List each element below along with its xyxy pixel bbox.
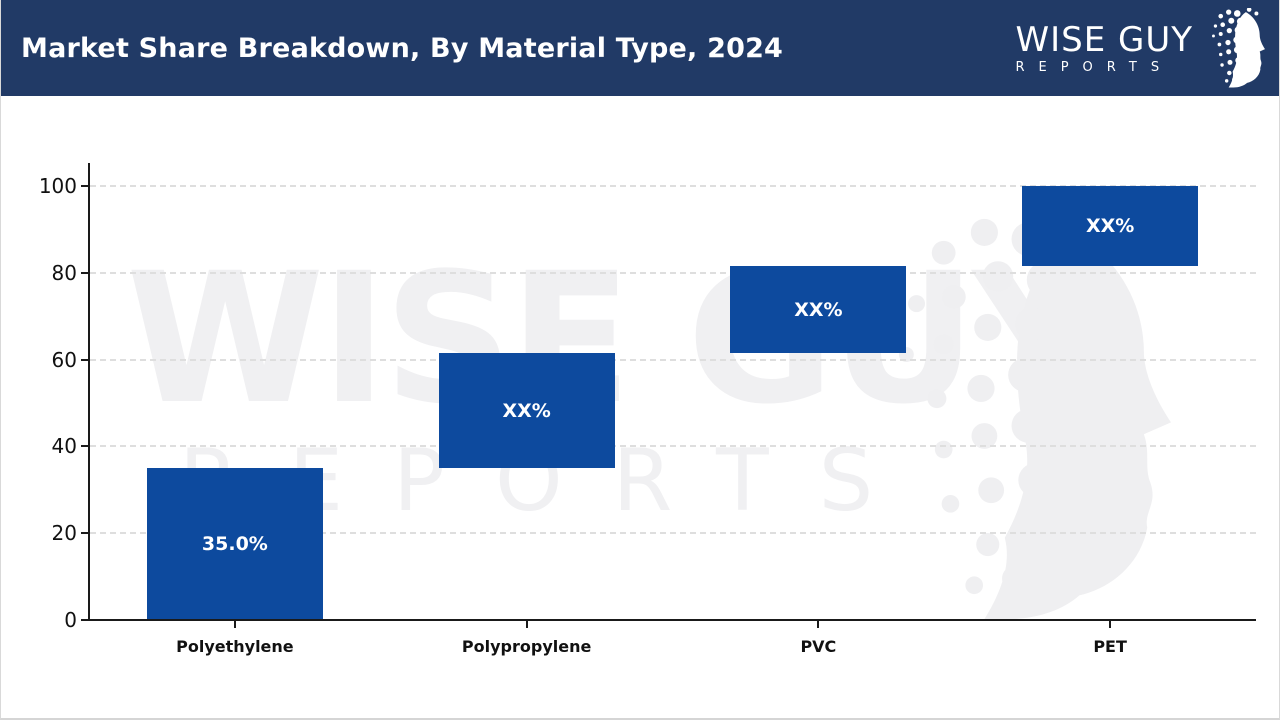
x-tick-label-polyethylene: Polyethylene bbox=[176, 637, 294, 656]
bar-pvc: XX% bbox=[730, 266, 907, 354]
y-axis-line bbox=[88, 163, 90, 621]
x-tick-mark-pvc bbox=[817, 621, 820, 628]
bar-polypropylene: XX% bbox=[438, 353, 615, 469]
x-tick-mark-polypropylene bbox=[525, 621, 528, 628]
gridline-40 bbox=[90, 445, 1256, 448]
y-tick-label-20: 20 bbox=[51, 521, 77, 546]
bar-value-label: XX% bbox=[794, 298, 843, 321]
x-tick-label-pet: PET bbox=[1093, 637, 1127, 656]
y-tick-label-60: 60 bbox=[51, 347, 77, 372]
gridline-80 bbox=[90, 271, 1256, 274]
gridline-60 bbox=[90, 358, 1256, 361]
bar-pet: XX% bbox=[1022, 186, 1199, 267]
x-tick-mark-pet bbox=[1109, 621, 1112, 628]
logo-face-icon bbox=[1212, 7, 1265, 87]
y-tick-label-0: 0 bbox=[64, 608, 77, 632]
bar-value-label: XX% bbox=[1085, 215, 1135, 238]
logo-subtitle: REPORTS bbox=[1015, 59, 1174, 75]
y-tick-mark-60 bbox=[81, 358, 89, 361]
logo-wordmark: WISE GUY bbox=[1015, 19, 1193, 60]
y-tick-mark-0 bbox=[81, 619, 89, 621]
y-tick-label-80: 80 bbox=[51, 260, 77, 285]
header: Market Share Breakdown, By Material Type… bbox=[1, 0, 1279, 96]
x-tick-label-polypropylene: Polypropylene bbox=[461, 637, 592, 656]
y-tick-label-100: 100 bbox=[38, 174, 77, 198]
x-axis-line bbox=[88, 619, 1256, 621]
bar-value-label: XX% bbox=[502, 399, 551, 422]
y-tick-mark-100 bbox=[81, 185, 89, 187]
wiseguy-logo: WISE GUY REPORTS bbox=[1015, 7, 1265, 89]
x-tick-mark-polyethylene bbox=[233, 621, 236, 628]
page-title: Market Share Breakdown, By Material Type… bbox=[21, 32, 784, 64]
y-tick-mark-40 bbox=[81, 445, 89, 448]
logo-text: WISE GUY REPORTS bbox=[1015, 23, 1193, 74]
y-tick-mark-80 bbox=[81, 271, 89, 274]
y-tick-mark-20 bbox=[81, 532, 89, 535]
x-tick-label-pvc: PVC bbox=[800, 637, 837, 656]
bar-polyethylene: 35.0% bbox=[146, 468, 323, 620]
gridline-20 bbox=[90, 532, 1256, 535]
gridline-100 bbox=[90, 185, 1256, 187]
bar-value-label: 35.0% bbox=[201, 533, 268, 556]
y-tick-label-40: 40 bbox=[51, 434, 77, 459]
